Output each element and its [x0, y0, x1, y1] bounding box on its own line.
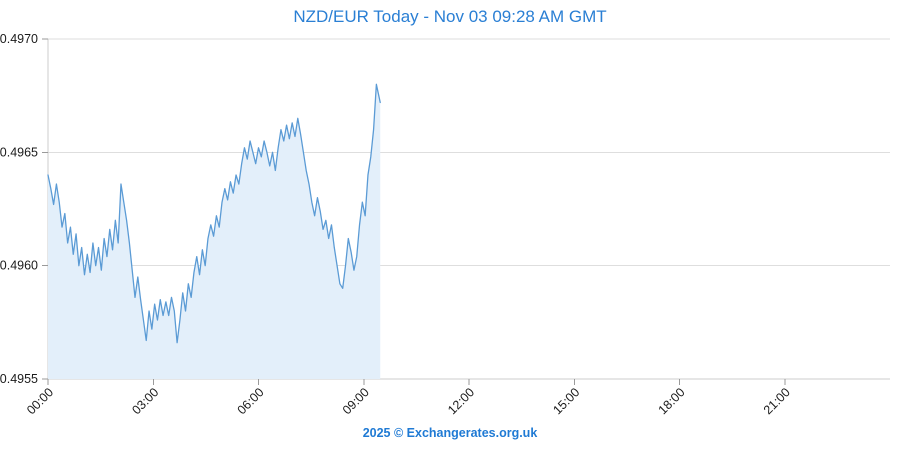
y-axis-tick-label: 0.4965 — [0, 145, 38, 159]
x-axis-tick-label: 12:00 — [445, 385, 477, 417]
x-axis-labels: 00:00 03:00 06:00 09:00 12:00 15:00 18:00 21:00 — [24, 385, 793, 417]
x-axis-tick-label: 00:00 — [24, 385, 56, 417]
x-axis-tick-label: 18:00 — [656, 385, 688, 417]
page-title: NZD/EUR Today - Nov 03 09:28 AM GMT — [293, 7, 607, 26]
x-axis-tick-label: 06:00 — [235, 385, 267, 417]
x-axis-tick-label: 09:00 — [340, 385, 372, 417]
y-axis-labels: 0.4955 0.4960 0.4965 0.4970 — [0, 32, 38, 386]
tick-marks — [42, 38, 786, 385]
x-axis-tick-label: 21:00 — [761, 385, 793, 417]
y-axis-tick-label: 0.4955 — [0, 372, 38, 386]
x-axis-tick-label: 15:00 — [550, 385, 582, 417]
x-axis-tick-label: 03:00 — [129, 385, 161, 417]
area-fill — [48, 84, 381, 379]
y-axis-tick-label: 0.4960 — [0, 259, 38, 273]
series-line — [47, 83, 381, 344]
y-axis-tick-label: 0.4970 — [0, 32, 38, 46]
copyright-footer: 2025 © Exchangerates.org.uk — [362, 426, 538, 440]
exchange-rate-chart: 0.4955 0.4960 0.4965 0.4970 00:00 03:00 06:00… — [0, 32, 890, 417]
